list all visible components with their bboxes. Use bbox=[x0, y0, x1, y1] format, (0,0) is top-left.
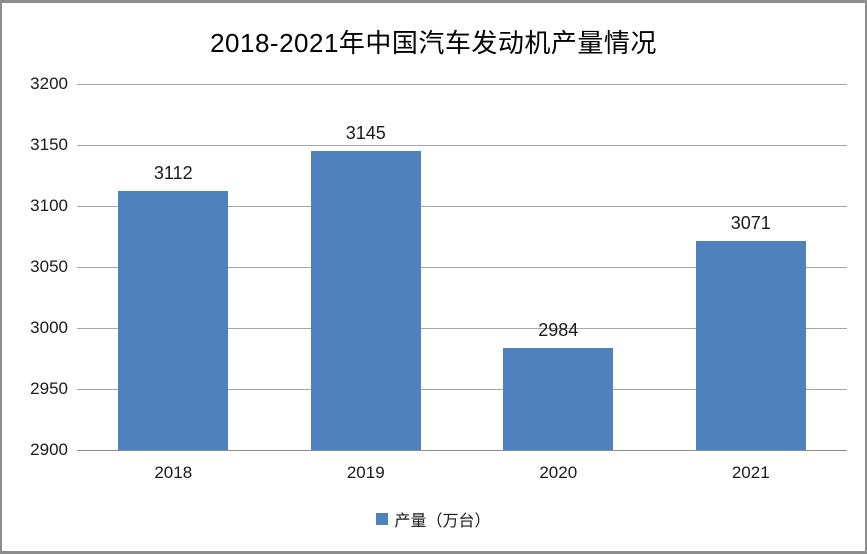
bar bbox=[118, 191, 229, 450]
plot-area: 3112 3145 2984 3071 bbox=[77, 83, 847, 451]
y-tick-label: 3150 bbox=[30, 135, 68, 154]
y-axis-labels: 2900 2950 3000 3050 3100 3150 3200 bbox=[2, 74, 68, 459]
x-tick-label: 2019 bbox=[346, 463, 385, 482]
bar-value-label: 3112 bbox=[153, 163, 193, 184]
gridline bbox=[77, 266, 847, 268]
bar-value-label: 3071 bbox=[730, 213, 771, 234]
gridline bbox=[77, 388, 847, 390]
bar-value-label: 2984 bbox=[538, 319, 579, 340]
y-tick-label: 2950 bbox=[30, 379, 68, 398]
bar bbox=[695, 241, 806, 450]
bar bbox=[310, 151, 421, 450]
x-tick-label: 2018 bbox=[154, 463, 193, 482]
legend: 产量（万台） bbox=[2, 507, 865, 531]
y-tick-label: 2900 bbox=[30, 440, 68, 459]
bar-value-label: 3145 bbox=[345, 123, 386, 144]
x-axis-line bbox=[77, 449, 847, 451]
gridline bbox=[77, 144, 847, 146]
y-tick-label: 3200 bbox=[30, 74, 68, 93]
x-tick-label: 2020 bbox=[539, 463, 578, 482]
gridline bbox=[77, 327, 847, 329]
x-tick-label: 2021 bbox=[731, 463, 770, 482]
legend-marker-icon bbox=[376, 513, 389, 525]
gridline bbox=[77, 83, 847, 85]
gridline bbox=[77, 205, 847, 207]
x-axis-labels: 2018 2019 2020 2021 bbox=[77, 463, 847, 487]
y-tick-label: 3050 bbox=[30, 257, 68, 276]
chart-title: 2018-2021年中国汽车发动机产量情况 bbox=[210, 28, 657, 58]
y-tick-label: 3000 bbox=[30, 318, 68, 337]
legend-label: 产量（万台） bbox=[394, 513, 491, 530]
bar bbox=[503, 347, 614, 450]
y-tick-label: 3100 bbox=[30, 196, 68, 215]
